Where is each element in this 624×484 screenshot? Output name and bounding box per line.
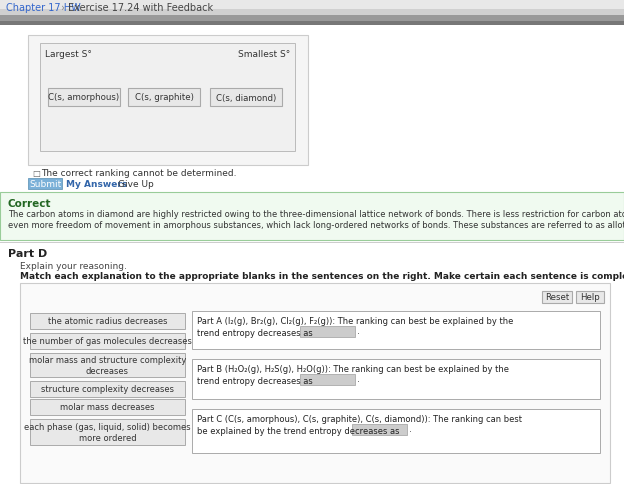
Bar	[576, 291, 604, 303]
Text: each phase (gas, liquid, solid) becomes
more ordered: each phase (gas, liquid, solid) becomes …	[24, 423, 191, 442]
Text: Largest S°: Largest S°	[45, 50, 92, 59]
Text: Part A (I₂(g), Br₂(g), Cl₂(g), F₂(g)): The ranking can best be explained by the: Part A (I₂(g), Br₂(g), Cl₂(g), F₂(g)): T…	[197, 317, 514, 325]
Bar	[30, 381, 185, 397]
Text: The carbon atoms in diamond are highly restricted owing to the three-dimensional: The carbon atoms in diamond are highly r…	[8, 210, 624, 219]
Bar	[192, 311, 600, 349]
Text: even more freedom of movement in amorphous substances, which lack long-ordered n: even more freedom of movement in amorpho…	[8, 221, 624, 229]
Text: Reset: Reset	[545, 293, 569, 302]
Text: My Answers: My Answers	[66, 180, 127, 189]
Text: .: .	[409, 424, 412, 434]
Bar	[30, 419, 185, 445]
Text: Submit: Submit	[29, 180, 61, 189]
Bar	[48, 89, 120, 107]
Text: Give Up: Give Up	[118, 180, 154, 189]
Text: Match each explanation to the appropriate blanks in the sentences on the right. : Match each explanation to the appropriat…	[20, 272, 624, 280]
Text: .: .	[357, 327, 360, 336]
Bar	[30, 353, 185, 377]
Bar	[0, 0, 624, 10]
Bar	[542, 291, 572, 303]
Bar	[300, 326, 355, 337]
Bar	[192, 409, 600, 453]
Text: Help: Help	[580, 293, 600, 302]
Text: □: □	[32, 168, 40, 178]
Text: The correct ranking cannot be determined.: The correct ranking cannot be determined…	[41, 168, 236, 178]
Text: Part C (C(s, amorphous), C(s, graphite), C(s, diamond)): The ranking can best: Part C (C(s, amorphous), C(s, graphite),…	[197, 414, 522, 423]
Text: Exercise 17.24 with Feedback: Exercise 17.24 with Feedback	[68, 3, 213, 13]
Bar	[210, 89, 282, 107]
Text: the atomic radius decreases: the atomic radius decreases	[48, 317, 167, 326]
Bar	[28, 36, 308, 166]
Bar	[0, 16, 624, 26]
Text: Smallest S°: Smallest S°	[238, 50, 290, 59]
Bar	[30, 333, 185, 349]
Text: trend entropy decreases as: trend entropy decreases as	[197, 328, 313, 337]
Text: the number of gas molecules decreases: the number of gas molecules decreases	[23, 337, 192, 346]
Text: C(s, diamond): C(s, diamond)	[216, 93, 276, 102]
Bar	[40, 44, 295, 151]
Bar	[192, 359, 600, 399]
Text: Correct: Correct	[8, 198, 52, 209]
Bar	[0, 0, 624, 16]
Text: molar mass and structure complexity
decreases: molar mass and structure complexity decr…	[29, 356, 186, 375]
Text: Part D: Part D	[8, 248, 47, 258]
Text: trend entropy decreases as: trend entropy decreases as	[197, 376, 313, 385]
Bar	[28, 179, 62, 190]
Text: C(s, amorphous): C(s, amorphous)	[49, 93, 120, 102]
Text: Chapter 17 HW: Chapter 17 HW	[6, 3, 80, 13]
Text: molar mass decreases: molar mass decreases	[61, 403, 155, 412]
Text: C(s, graphite): C(s, graphite)	[135, 93, 193, 102]
Bar	[352, 424, 407, 435]
Bar	[20, 284, 610, 483]
Bar	[30, 313, 185, 329]
Text: be explained by the trend entropy decreases as: be explained by the trend entropy decrea…	[197, 426, 399, 435]
Bar	[30, 399, 185, 415]
Text: Part B (H₂O₂(g), H₂S(g), H₂O(g)): The ranking can best be explained by the: Part B (H₂O₂(g), H₂S(g), H₂O(g)): The ra…	[197, 364, 509, 373]
Text: Explain your reasoning.: Explain your reasoning.	[20, 261, 127, 271]
Bar	[0, 193, 624, 241]
Text: .: .	[357, 375, 360, 384]
Bar	[300, 374, 355, 385]
Text: structure complexity decreases: structure complexity decreases	[41, 385, 174, 393]
Bar	[128, 89, 200, 107]
Text: ›: ›	[58, 3, 68, 13]
Bar	[0, 22, 624, 26]
